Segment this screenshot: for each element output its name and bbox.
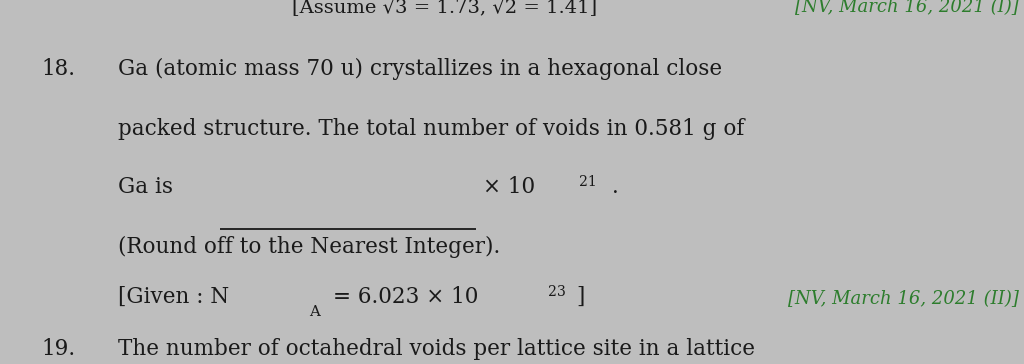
Text: 18.: 18.	[41, 58, 75, 80]
Text: (Round off to the Nearest Integer).: (Round off to the Nearest Integer).	[118, 236, 500, 258]
Text: [NV, March 16, 2021 (II)]: [NV, March 16, 2021 (II)]	[788, 290, 1019, 308]
Text: 23: 23	[548, 285, 565, 299]
Text: A: A	[309, 305, 321, 318]
Text: Ga is: Ga is	[118, 177, 173, 198]
Text: = 6.023 × 10: = 6.023 × 10	[333, 286, 478, 308]
Text: × 10: × 10	[483, 177, 536, 198]
Text: [Given : N: [Given : N	[118, 286, 229, 308]
Text: 19.: 19.	[41, 339, 75, 360]
Text: .: .	[612, 177, 620, 198]
Text: The number of octahedral voids per lattice site in a lattice: The number of octahedral voids per latti…	[118, 339, 755, 360]
Text: ]: ]	[577, 286, 585, 308]
Text: 21: 21	[579, 175, 596, 189]
Text: packed structure. The total number of voids in 0.581 g of: packed structure. The total number of vo…	[118, 118, 744, 140]
Text: [NV, March 16, 2021 (I)]: [NV, March 16, 2021 (I)]	[795, 0, 1019, 16]
Text: [Assume √3 = 1.73, √2 = 1.41]: [Assume √3 = 1.73, √2 = 1.41]	[292, 0, 597, 16]
Text: Ga (atomic mass 70 u) crystallizes in a hexagonal close: Ga (atomic mass 70 u) crystallizes in a …	[118, 58, 722, 80]
